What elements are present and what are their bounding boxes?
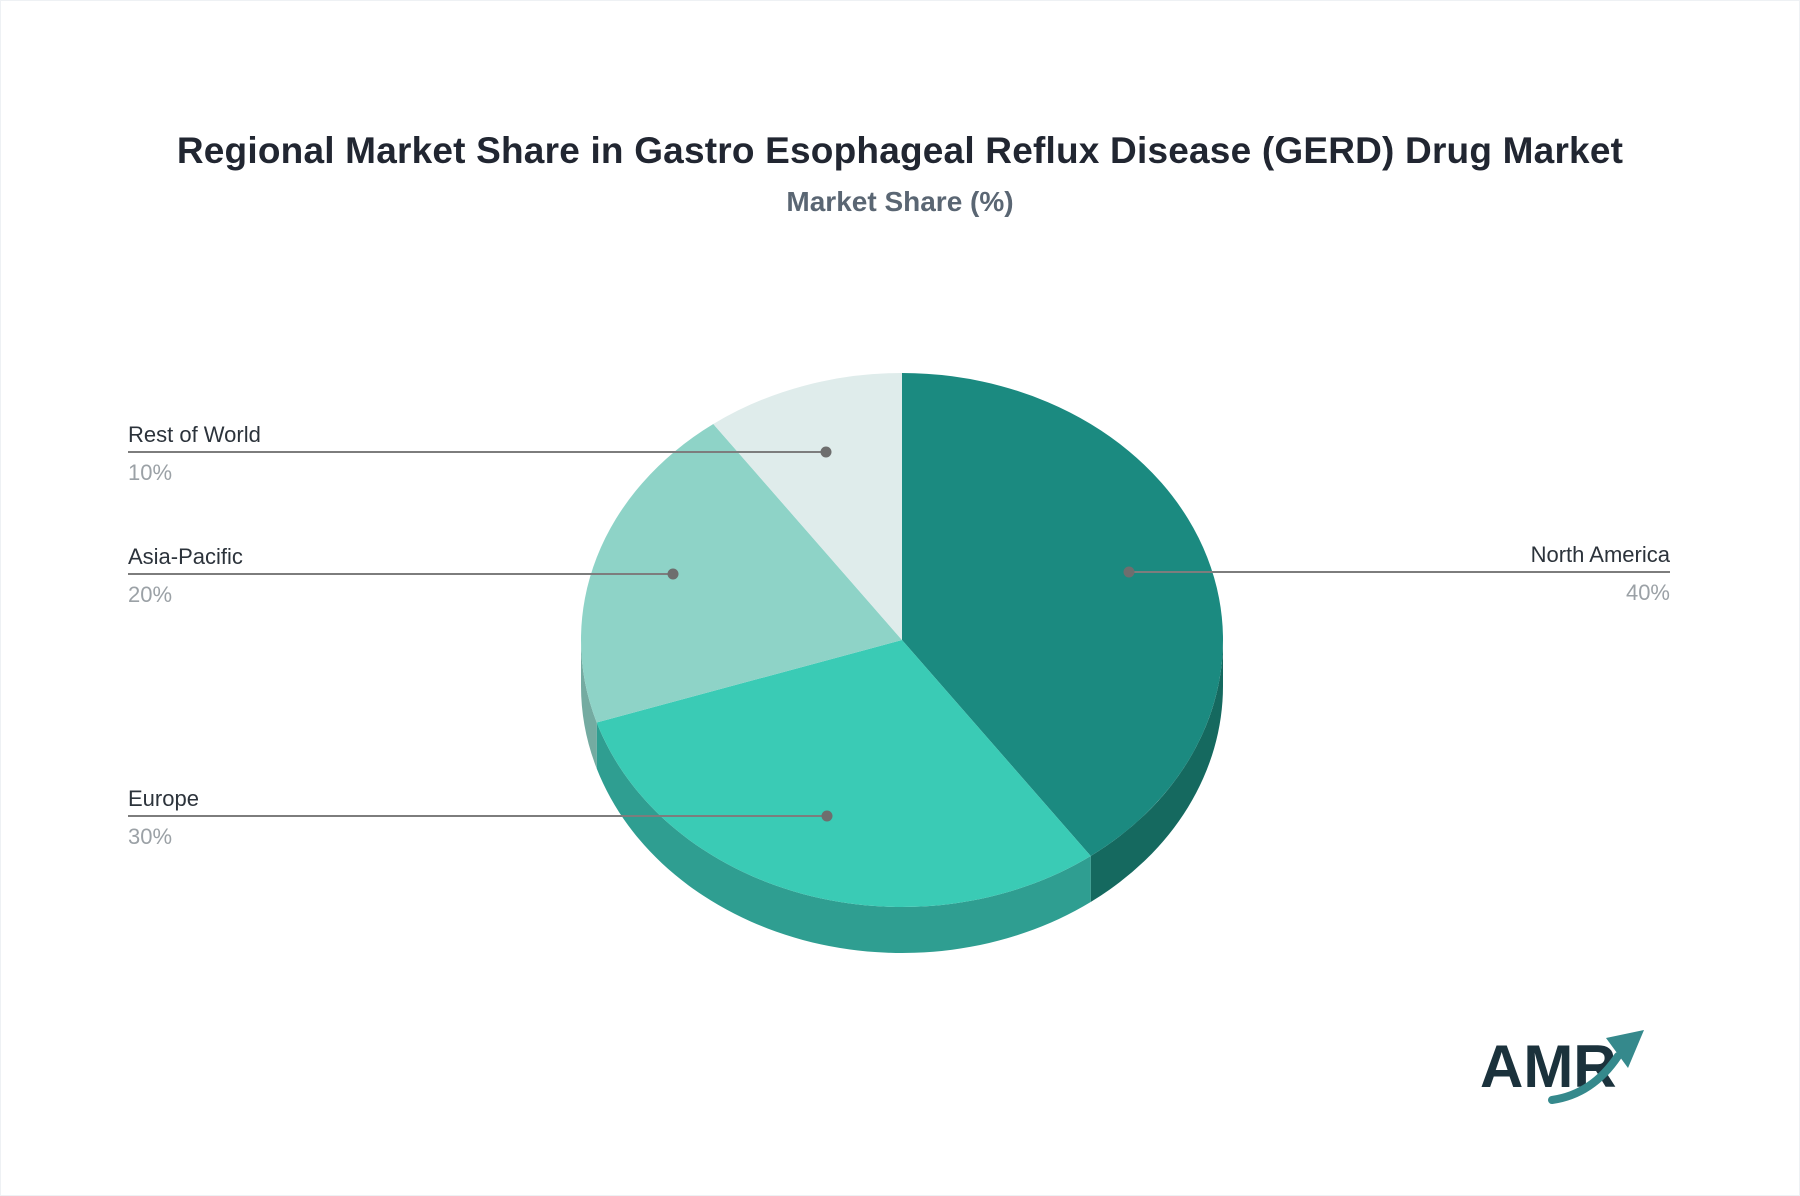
amr-logo-text: AMR [1480, 1033, 1617, 1100]
pie-slice-rest-of-world [713, 373, 902, 640]
callout-label: Rest of World [128, 422, 261, 447]
pie-slice-asia-pacific [580, 424, 902, 723]
pie-slice-side-asia-pacific [581, 640, 597, 769]
amr-logo: AMR [1480, 1030, 1680, 1142]
pie-slice-side-europe [596, 722, 1091, 954]
chart-subtitle: Market Share (%) [786, 186, 1014, 217]
callout-label: Europe [128, 786, 199, 811]
pie-slice-side-north-america [1090, 640, 1223, 902]
leader-dot-europe [821, 810, 833, 822]
callout-value: 40% [1625, 580, 1670, 605]
callout-asia-pacific: Asia-Pacific 20% [128, 544, 243, 608]
callout-value: 10% [128, 460, 173, 485]
growth-arrow-icon [1548, 1030, 1644, 1104]
callout-europe: Europe 30% [128, 786, 199, 850]
pie-slice-europe [596, 640, 1091, 908]
callout-label: North America [1530, 542, 1670, 567]
callout-label: Asia-Pacific [128, 544, 243, 569]
callout-value: 20% [128, 582, 173, 607]
chart-title: Regional Market Share in Gastro Esophage… [176, 130, 1624, 171]
leader-dot-rest-of-world [820, 446, 832, 458]
leader-dot-north-america [1123, 566, 1135, 578]
callout-rest-of-world: Rest of World 10% [128, 422, 261, 486]
leader-dot-asia-pacific [667, 568, 679, 580]
pie-slice-north-america [902, 373, 1224, 856]
callout-north-america: North America 40% [1531, 542, 1670, 606]
callout-value: 30% [128, 824, 173, 849]
